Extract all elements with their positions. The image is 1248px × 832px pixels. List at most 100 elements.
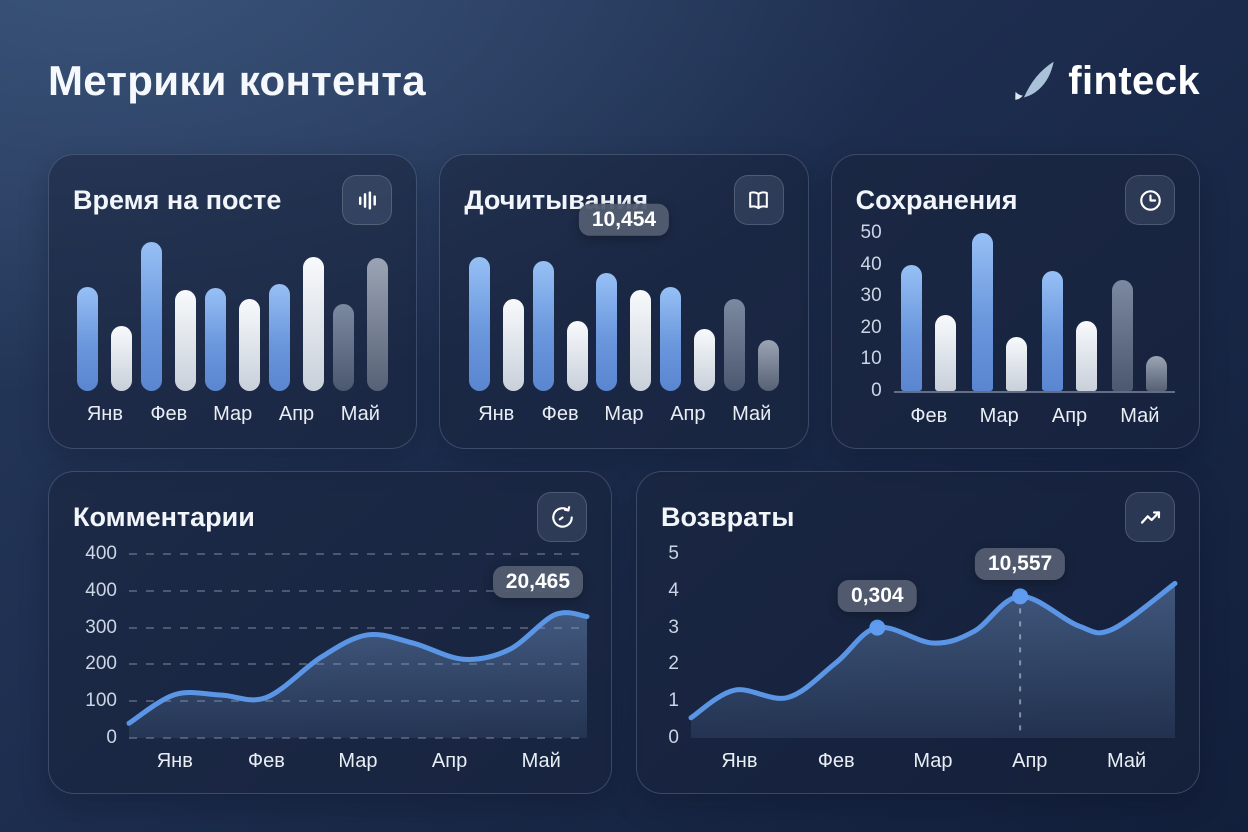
bar-primary bbox=[77, 286, 99, 391]
bar-group bbox=[964, 233, 1034, 391]
month-label: Мар bbox=[604, 403, 644, 425]
card-header: Сохранения bbox=[856, 175, 1175, 225]
open-book-icon-button[interactable] bbox=[733, 175, 784, 225]
bar-group bbox=[328, 233, 392, 391]
chart-time-on-post: Янв Фев Мар Апр Май bbox=[73, 225, 392, 426]
y-axis: 50 40 30 20 10 0 bbox=[856, 222, 894, 401]
trend-up-icon bbox=[1140, 510, 1160, 524]
y-tick-label: 40 bbox=[860, 253, 882, 275]
page-title: Метрики контента bbox=[48, 57, 426, 104]
y-tick-label: 1 bbox=[668, 690, 679, 712]
trend-up-icon-button[interactable] bbox=[1125, 492, 1175, 542]
month-label: Фев bbox=[247, 750, 285, 772]
bar-group bbox=[464, 233, 528, 391]
y-tick-label: 4 bbox=[668, 579, 679, 601]
open-book-icon bbox=[749, 190, 768, 209]
bar-secondary bbox=[366, 258, 388, 391]
card-title: Сохранения bbox=[855, 184, 1018, 215]
marker-dot bbox=[1012, 588, 1029, 605]
bar-secondary bbox=[935, 315, 957, 391]
bar-secondary bbox=[1146, 356, 1168, 391]
card-saves: Сохранения 50 40 30 20 10 0 Фев Мар Апр Май bbox=[830, 154, 1200, 449]
month-label: Янв bbox=[478, 403, 515, 425]
month-label: Май bbox=[521, 750, 561, 772]
dashboard-page: Метрики контента finteck Время на посте bbox=[48, 57, 1200, 794]
card-time-on-post: Время на посте Янв Фев Мар Апр Май bbox=[48, 154, 418, 449]
y-tick-label: 3 bbox=[668, 616, 679, 638]
x-axis-labels: Янв Фев Мар Апр Май bbox=[129, 750, 587, 773]
bar-plot-area: Фев Мар Апр Май bbox=[893, 233, 1175, 428]
bar-secondary bbox=[630, 289, 652, 391]
bar-primary bbox=[332, 304, 354, 391]
y-axis: 5 4 3 2 1 0 bbox=[661, 543, 691, 748]
x-axis-labels: Янв Фев Мар Апр Май bbox=[73, 403, 392, 426]
y-tick-label: 30 bbox=[860, 285, 882, 307]
month-label: Мар bbox=[338, 750, 378, 772]
chart-returns: 5 4 3 2 1 0 0,304 10,557 Янв Фев Мар Апр Май bbox=[661, 542, 1178, 773]
month-label: Май bbox=[732, 403, 772, 425]
bar-group bbox=[1105, 233, 1175, 391]
bar-primary bbox=[1042, 270, 1064, 391]
line-plot: 20,465 bbox=[126, 553, 590, 739]
y-tick-label: 2 bbox=[668, 653, 679, 675]
chart-comments: 400 400 300 200 100 0 20,465 Янв Фев Мар Апр Май bbox=[73, 542, 590, 773]
x-axis-labels: Фев Мар Апр Май bbox=[894, 405, 1175, 428]
y-axis: 400 400 300 200 100 0 bbox=[73, 543, 129, 748]
month-label: Мар bbox=[913, 750, 953, 772]
clock-icon-button[interactable] bbox=[1125, 175, 1175, 225]
bar-chart: 10,454 Янв Фев Мар Апр Май bbox=[464, 203, 783, 426]
bar-group bbox=[137, 233, 201, 391]
y-tick-label: 20 bbox=[860, 316, 882, 338]
month-label: Фев bbox=[541, 403, 579, 425]
bar-primary bbox=[468, 256, 490, 391]
bar-secondary bbox=[175, 289, 197, 391]
clock-icon bbox=[1139, 189, 1161, 211]
month-label: Апр bbox=[670, 403, 706, 425]
month-label: Мар bbox=[979, 405, 1019, 427]
bar-group bbox=[201, 233, 265, 391]
card-header: Возвраты bbox=[661, 492, 1175, 542]
x-axis-labels: Янв Фев Мар Апр Май bbox=[691, 750, 1175, 773]
card-title: Возвраты bbox=[661, 501, 795, 532]
card-title: Время на посте bbox=[73, 184, 282, 215]
value-badge: 10,557 bbox=[974, 548, 1066, 581]
gridline bbox=[129, 553, 587, 555]
card-title: Комментарии bbox=[73, 501, 255, 532]
line-path bbox=[688, 580, 1178, 721]
bar-groups bbox=[893, 233, 1175, 393]
month-label: Апр bbox=[278, 403, 315, 425]
bar-primary bbox=[532, 261, 554, 391]
card-header: Время на посте bbox=[73, 175, 393, 225]
bar-secondary bbox=[758, 340, 780, 391]
marker-dot bbox=[869, 619, 886, 636]
brand-logo: finteck bbox=[1012, 58, 1200, 104]
value-badge: 20,465 bbox=[492, 565, 583, 598]
y-tick-label: 200 bbox=[85, 653, 117, 675]
bar-primary bbox=[901, 264, 923, 391]
card-header: Комментарии bbox=[73, 492, 587, 542]
card-returns: Возвраты 5 4 3 2 1 0 0,304 10,557 Янв Фев Мар Апр Ма… bbox=[636, 471, 1200, 794]
card-read-throughs: Дочитывания 10,454 Янв Фев Мар Апр Май bbox=[439, 154, 809, 449]
month-label: Май bbox=[1106, 750, 1147, 772]
bar-primary bbox=[1112, 280, 1134, 391]
line-svg bbox=[688, 580, 1178, 738]
month-label: Апр bbox=[1051, 405, 1088, 427]
bar-groups: 10,454 bbox=[464, 203, 783, 391]
equalizer-icon-button[interactable] bbox=[342, 175, 393, 225]
y-tick-label: 0 bbox=[668, 727, 679, 748]
gridline bbox=[129, 589, 587, 592]
month-label: Май bbox=[340, 403, 380, 425]
bar-primary bbox=[269, 283, 290, 391]
bar-secondary bbox=[303, 256, 324, 391]
line-chart: 5 4 3 2 1 0 0,304 10,557 bbox=[661, 543, 1178, 748]
line-area bbox=[691, 583, 1175, 738]
gridline bbox=[129, 626, 587, 629]
finteck-swoosh-icon bbox=[1015, 61, 1054, 100]
card-comments: Комментарии 400 400 300 200 100 0 20,465 Янв Фев… bbox=[48, 471, 612, 794]
history-clock-icon-button[interactable] bbox=[537, 492, 587, 542]
y-tick-label: 300 bbox=[85, 616, 117, 638]
bar-plot-area: 10,454 Янв Фев Мар Апр Май bbox=[464, 203, 783, 426]
bar-group bbox=[265, 233, 329, 391]
y-tick-label: 10 bbox=[860, 348, 882, 370]
bar-group bbox=[528, 233, 592, 391]
